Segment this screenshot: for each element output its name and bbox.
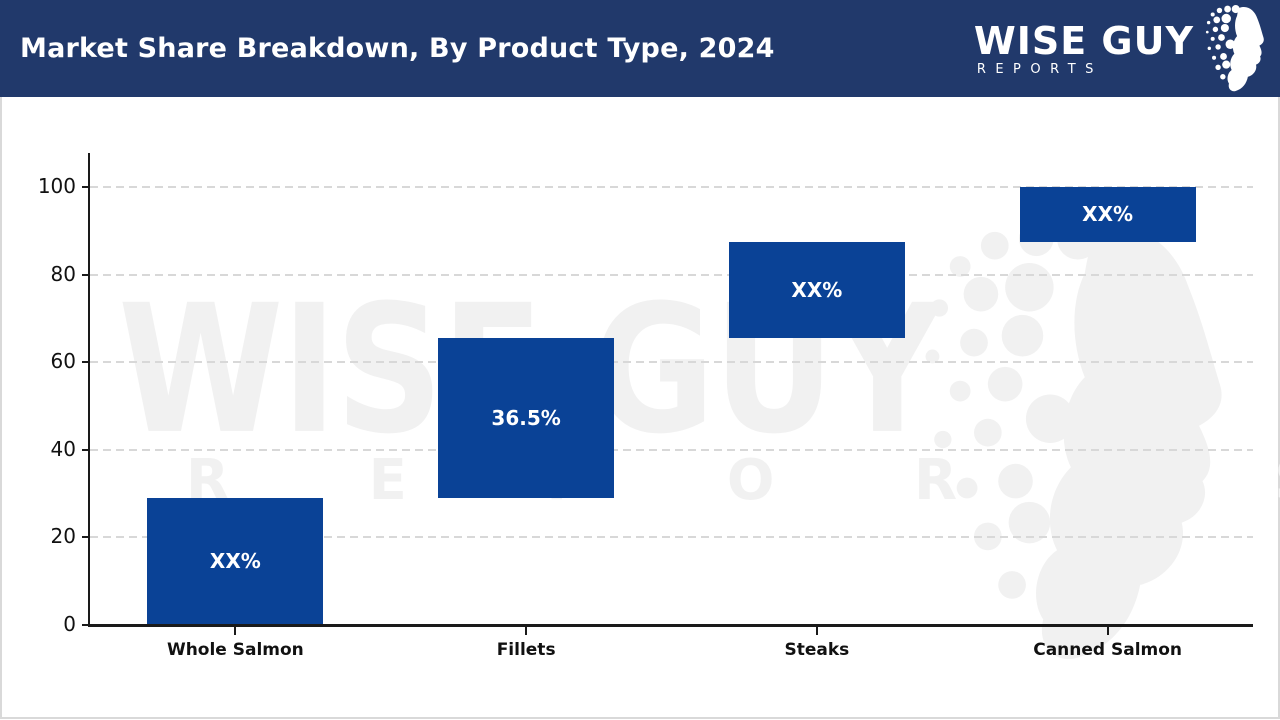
- logo-head-icon: [1205, 4, 1264, 91]
- bar-value-label: XX%: [209, 549, 261, 574]
- bar-value-label: XX%: [1082, 202, 1134, 227]
- y-tick-label-80: 80: [50, 261, 76, 286]
- chart-area-border: [0, 97, 1280, 719]
- gridline-100: [90, 186, 1253, 188]
- y-tick-20: [82, 536, 90, 539]
- y-tick-0: [82, 624, 90, 626]
- bar-whole-salmon: XX%: [147, 497, 324, 625]
- x-axis-label-0: Whole Salmon: [166, 640, 304, 660]
- bar-steaks: XX%: [728, 241, 905, 339]
- y-tick-label-0: 0: [63, 612, 76, 636]
- gridline-80: [90, 273, 1253, 276]
- gridline-40: [90, 448, 1253, 451]
- gridline-20: [90, 536, 1253, 539]
- header-bar: Market Share Breakdown, By Product Type,…: [0, 0, 1280, 97]
- bar-value-label: 36.5%: [491, 406, 561, 431]
- x-tick-0: [234, 627, 237, 635]
- bar-fillets: 36.5%: [438, 338, 615, 498]
- y-axis-line: [88, 153, 90, 627]
- x-tick-1: [525, 627, 528, 635]
- x-axis-label-3: Canned Salmon: [1033, 640, 1183, 660]
- page-title: Market Share Breakdown, By Product Type,…: [20, 33, 775, 64]
- y-tick-label-60: 60: [50, 349, 76, 374]
- y-tick-80: [82, 273, 90, 276]
- logo-text: WISE GUY REPORTS: [974, 21, 1194, 77]
- x-axis-label-1: Fillets: [496, 640, 556, 660]
- watermark-head-icon: [925, 218, 1222, 660]
- y-tick-100: [82, 186, 90, 188]
- y-tick-40: [82, 448, 90, 451]
- x-axis-line: [88, 624, 1253, 627]
- x-axis-label-2: Steaks: [784, 640, 850, 660]
- x-tick-2: [815, 627, 818, 635]
- gridline-60: [90, 361, 1253, 364]
- bar-value-label: XX%: [791, 277, 843, 302]
- y-tick-label-20: 20: [50, 524, 76, 549]
- y-tick-label-40: 40: [50, 436, 76, 461]
- logo-subtitle: REPORTS: [976, 61, 1103, 77]
- logo-wordmark: WISE GUY: [973, 18, 1194, 63]
- y-tick-60: [82, 361, 90, 364]
- x-tick-3: [1106, 627, 1109, 635]
- wise-guy-logo: WISE GUY REPORTS: [974, 4, 1268, 93]
- bar-canned-salmon: XX%: [1019, 187, 1196, 242]
- y-tick-label-100: 100: [37, 174, 76, 198]
